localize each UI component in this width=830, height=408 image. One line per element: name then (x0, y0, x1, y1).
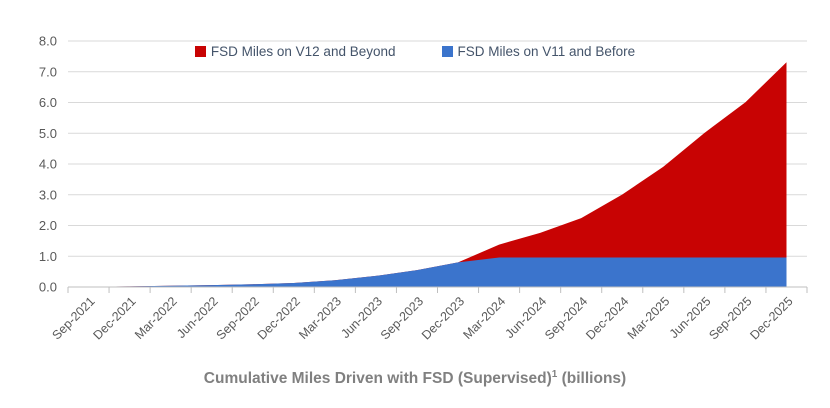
legend-label-v11: FSD Miles on V11 and Before (457, 44, 636, 59)
caption-main: Cumulative Miles Driven with FSD (Superv… (203, 370, 552, 387)
x-axis-tick-label: Dec-2024 (583, 294, 631, 342)
x-axis-tick-label: Dec-2025 (747, 294, 795, 342)
y-axis-tick-label: 0.0 (39, 280, 57, 295)
x-axis-tick-label: Mar-2025 (625, 294, 673, 342)
legend-item-v12: FSD Miles on V12 and Beyond (194, 44, 396, 59)
area-fsd-v11-and-before (88, 257, 787, 287)
legend-swatch-v12-icon (194, 46, 206, 57)
y-axis-tick-label: 1.0 (39, 249, 57, 264)
x-axis-tick-label: Dec-2021 (90, 294, 138, 342)
y-axis-tick-label: 3.0 (39, 187, 57, 202)
y-axis-tick-label: 4.0 (39, 157, 57, 172)
x-axis-tick-label: Sep-2023 (378, 294, 426, 342)
y-axis-tick-label: 5.0 (39, 126, 57, 141)
x-axis-tick-label: Mar-2024 (460, 294, 508, 342)
x-axis-tick-label: Mar-2023 (296, 294, 344, 342)
x-axis-tick-label: Sep-2025 (706, 294, 754, 342)
legend-label-v12: FSD Miles on V12 and Beyond (210, 44, 396, 59)
chart-caption: Cumulative Miles Driven with FSD (Superv… (0, 368, 830, 388)
x-axis-tick-label: Mar-2022 (132, 294, 180, 342)
x-axis-tick-label: Sep-2021 (49, 294, 97, 342)
x-axis-tick-label: Dec-2022 (255, 294, 303, 342)
caption-superscript: 1 (551, 368, 558, 380)
x-axis-tick-label: Sep-2022 (214, 294, 262, 342)
area-fsd-v12-and-beyond (88, 62, 787, 287)
x-axis-tick-label: Sep-2024 (542, 294, 590, 342)
y-axis-tick-label: 2.0 (39, 218, 57, 233)
y-axis-tick-label: 7.0 (39, 64, 57, 79)
y-axis-tick-label: 8.0 (39, 34, 57, 49)
legend-swatch-v11-icon (441, 46, 453, 57)
x-axis-tick-label: Dec-2023 (419, 294, 467, 342)
legend-item-v11: FSD Miles on V11 and Before (441, 44, 636, 59)
caption-tail: (billions) (557, 370, 627, 387)
chart-legend: FSD Miles on V12 and Beyond FSD Miles on… (0, 44, 830, 59)
y-axis-tick-label: 6.0 (39, 95, 57, 110)
